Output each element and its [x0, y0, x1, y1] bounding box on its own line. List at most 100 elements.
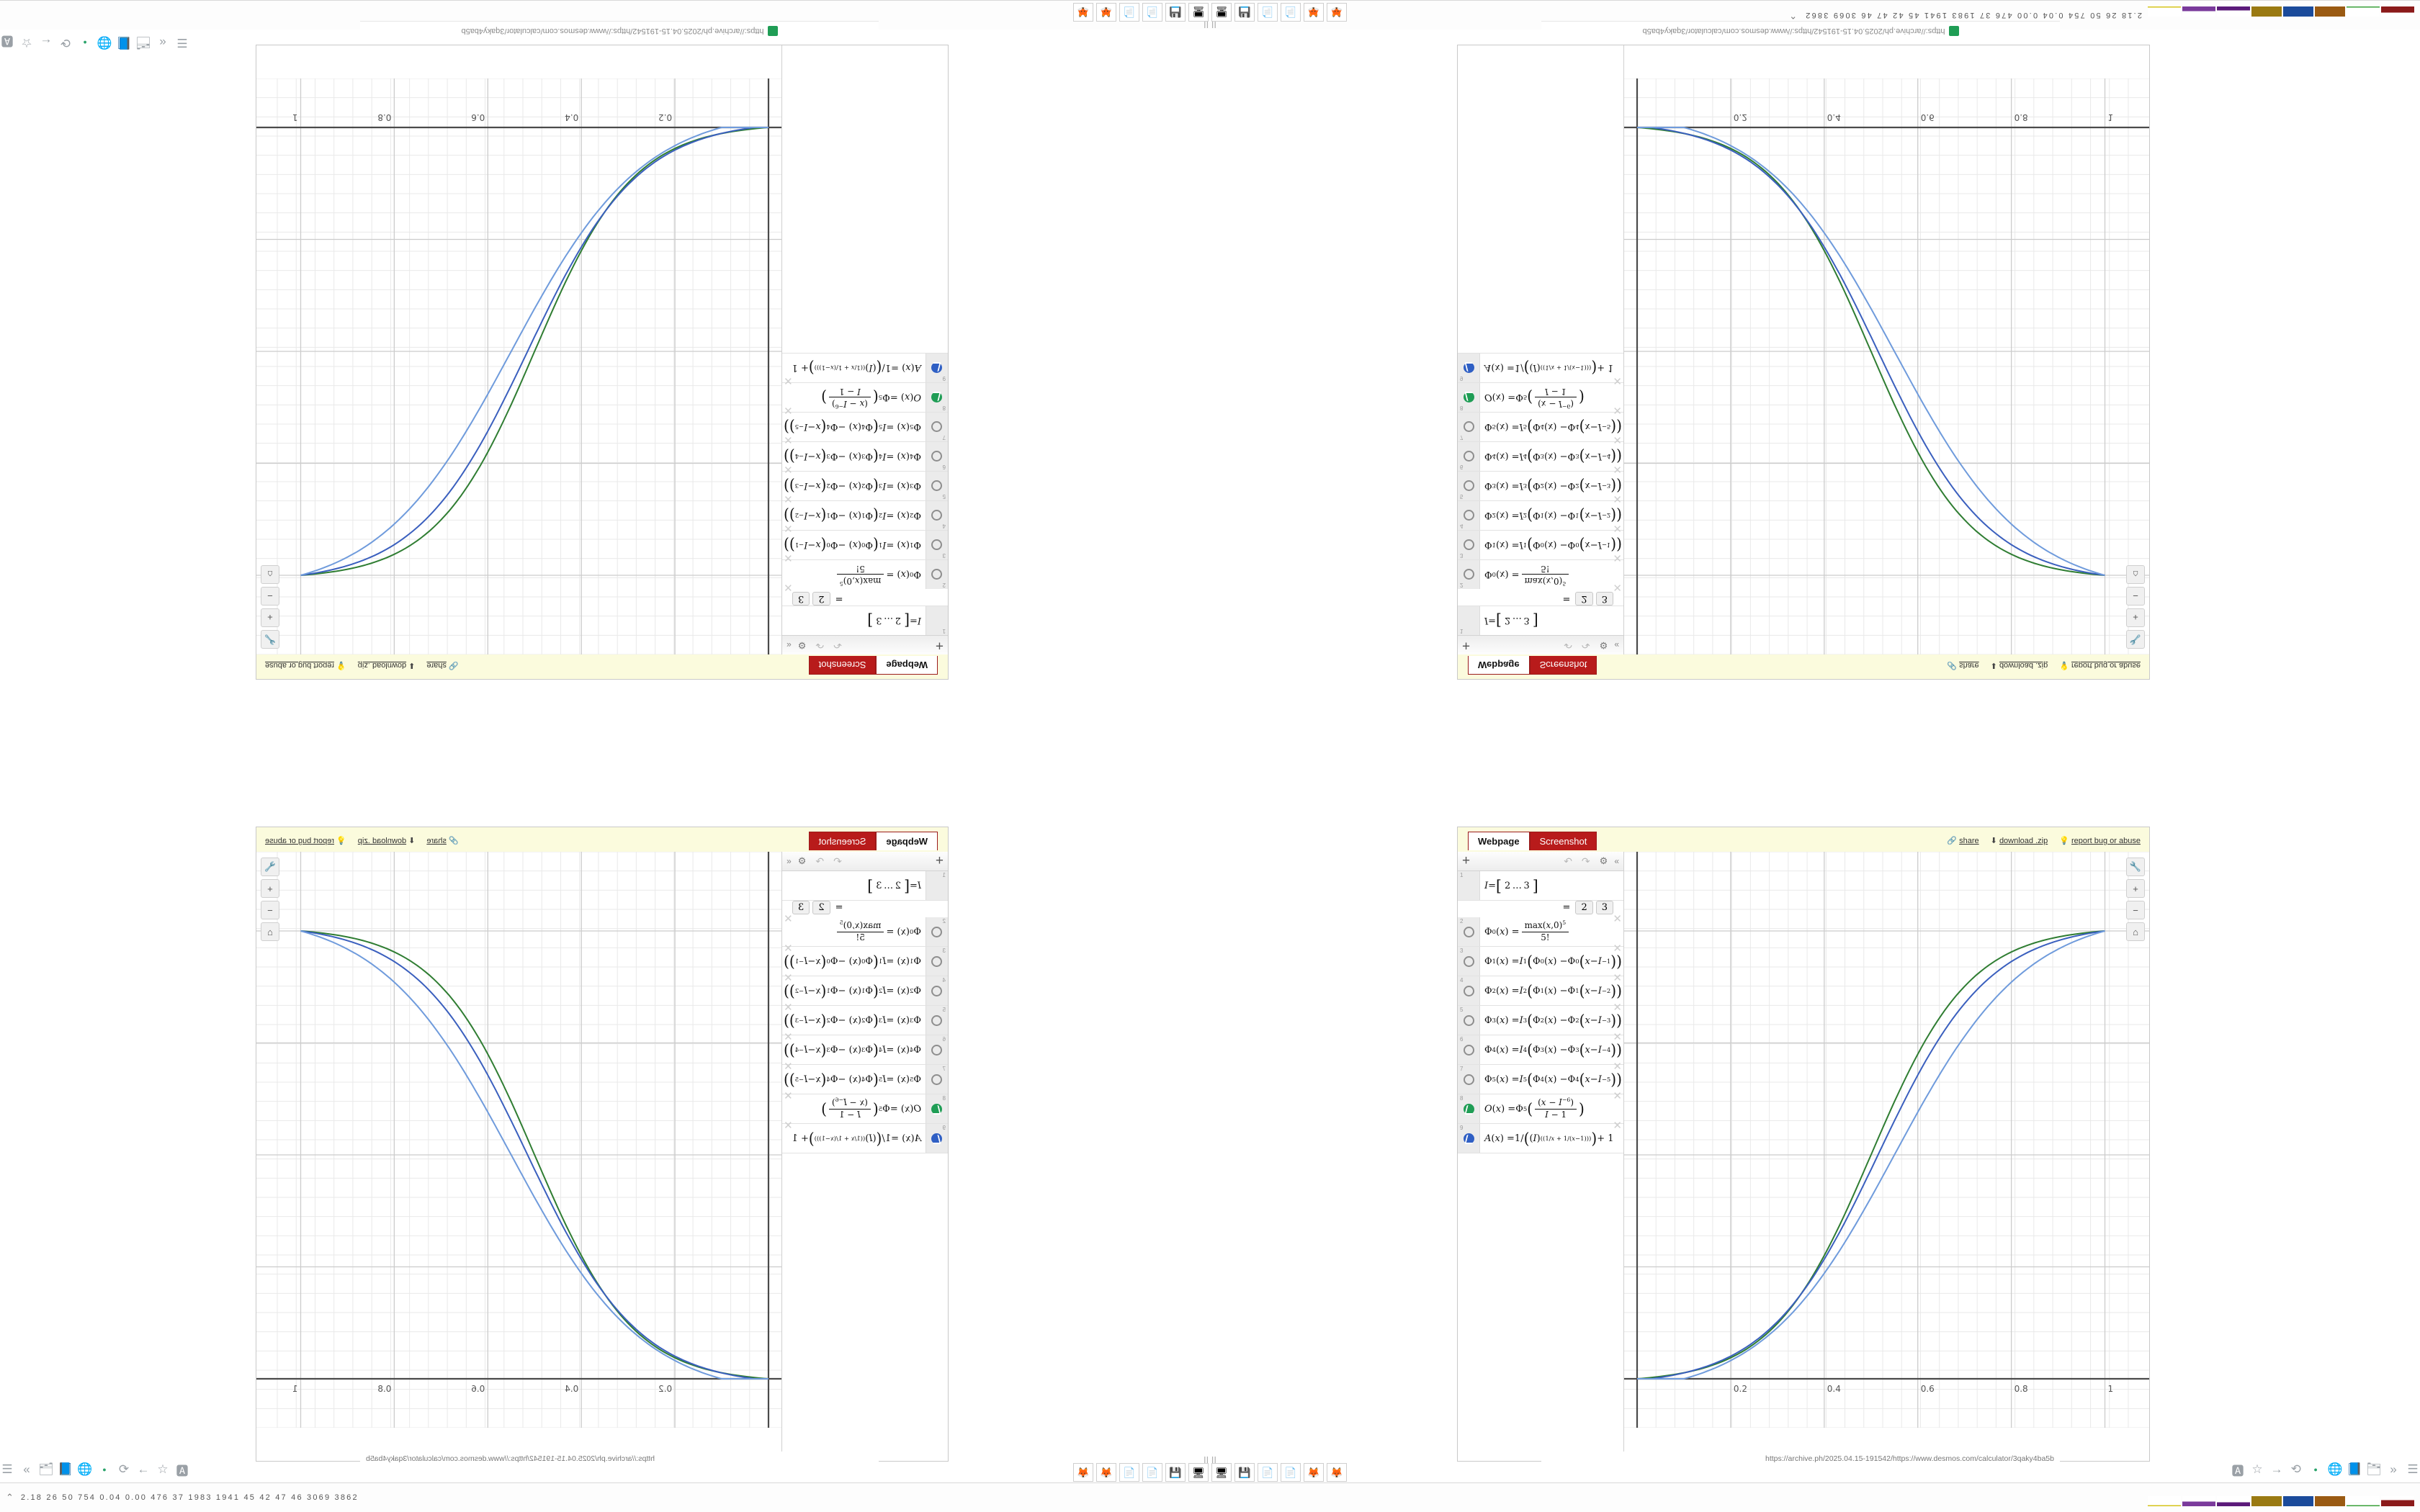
chevrons-left-icon[interactable]: « — [159, 36, 166, 50]
expression-math[interactable]: Φ 5(x) = I 5(Φ 4(x) − Φ 4(x − I −5)) — [784, 418, 921, 436]
archive-tabs[interactable]: Webpage Screenshot — [1458, 827, 2149, 850]
delete-expression-icon[interactable]: ✕ — [1613, 404, 1622, 416]
download-icon[interactable]: ⬇ download .zip — [357, 837, 416, 845]
plot-toggle[interactable] — [931, 955, 943, 967]
download-zip-link[interactable]: download .zip — [1999, 661, 2048, 670]
expression-math[interactable]: Φ 0(x) = max(x,0)5 5! — [782, 917, 926, 946]
expression-row[interactable]: 1 I = [ 2 … 3 ] — [1458, 871, 1623, 901]
delete-expression-icon[interactable]: ✕ — [784, 972, 793, 984]
back-arrow-icon[interactable]: ← — [137, 1462, 150, 1476]
wrench-icon[interactable]: 🔧 — [2126, 630, 2145, 649]
bookmark-icon[interactable]: 🗂 — [135, 36, 151, 50]
expression-row[interactable]: 8 O(x) = Φ 5((x − I−6) I − 1) ✕ — [782, 382, 948, 416]
home-icon[interactable]: ⌂ — [2126, 565, 2145, 584]
plot-toggle[interactable] — [1463, 1044, 1474, 1056]
expression-row[interactable]: 3 Φ 1(x) = I 1(Φ 0(x) − Φ 0(x − I −1)) ✕ — [782, 530, 948, 564]
expression-row[interactable]: 7 Φ 5(x) = I 5(Φ 4(x) − Φ 4(x − I −5)) ✕ — [1458, 1061, 1623, 1094]
archive-tab-screenshot[interactable]: Screenshot — [1529, 832, 1597, 850]
share-link[interactable]: share — [426, 661, 447, 670]
plot-toggle[interactable] — [931, 539, 943, 551]
archive-banner-links[interactable]: 🔗 share ⬇ download .zip 💡 report bug or ab… — [265, 661, 459, 670]
collapse-icon[interactable]: « — [1614, 640, 1619, 650]
expression-row[interactable]: 2 Φ 0(x) = max(x,0)5 5! ✕ — [1458, 559, 1623, 593]
reload-icon[interactable]: ⟳ — [60, 36, 71, 50]
delete-expression-icon[interactable]: ✕ — [784, 942, 793, 955]
delete-expression-icon[interactable]: ✕ — [1613, 1120, 1622, 1132]
expression-math[interactable]: Φ 2(x) = I 2(Φ 1(x) − Φ 1(x − I −2)) — [784, 981, 921, 1000]
undo-redo-group[interactable]: ↶ ↷ — [815, 855, 841, 868]
taskbar-window-list[interactable]: 🦊 🦊 📄 📄 💾 🖥 🖥 💾 📄 📄 🦊 🦊 — [1073, 1463, 1347, 1482]
expression-row[interactable]: 1 I = [ 2 … 3 ] — [1458, 606, 1623, 635]
url-bar-top-right[interactable]: https://archive.ph/2025.04.15-191542/htt… — [1541, 20, 2060, 40]
plot-toggle[interactable] — [1463, 569, 1474, 580]
slider-row[interactable]: = 2 3 — [1458, 589, 1623, 606]
expression-math[interactable]: Φ 1(x) = I 1(Φ 0(x) − Φ 0(x − I −1)) — [1484, 536, 1622, 554]
download-zip-link[interactable]: download .zip — [357, 661, 407, 670]
delete-expression-icon[interactable]: ✕ — [1613, 581, 1622, 593]
undo-redo-group[interactable]: ↶ ↷ — [1564, 639, 1590, 652]
expression-math[interactable]: Φ 0(x) = max(x,0)5 5! — [1480, 560, 1623, 589]
taskbar-item-terminal-window[interactable]: 🖥 — [1211, 1463, 1232, 1482]
plot-toggle[interactable] — [1463, 926, 1474, 937]
slider-row[interactable]: = 2 3 — [782, 589, 948, 606]
delete-expression-icon[interactable]: ✕ — [1613, 972, 1622, 984]
archive-tab-webpage[interactable]: Webpage — [876, 656, 938, 675]
download-icon[interactable]: ⬇ download .zip — [357, 661, 416, 670]
wrench-icon[interactable]: 🔧 — [261, 630, 279, 649]
archive-tab-webpage[interactable]: Webpage — [1468, 832, 1530, 850]
expression-row[interactable]: 3 Φ 1(x) = I 1(Φ 0(x) − Φ 0(x − I −1)) ✕ — [1458, 942, 1623, 976]
expression-math[interactable]: A(x) = 1/( (I) ((1/x + 1/(x−1))) ) + 1 — [792, 1129, 921, 1148]
report-bug-link[interactable]: report bug or abuse — [2071, 837, 2141, 845]
expression-row[interactable]: 9 A(x) = 1/( (I) ((1/x + 1/(x−1))) ) + 1 ✕ — [782, 1120, 948, 1153]
gear-icon[interactable]: ⚙ — [1599, 640, 1608, 651]
menu-icon[interactable]: ☰ — [1, 1462, 13, 1476]
taskbar-item-text-editor-window[interactable]: 📄 — [1258, 1463, 1278, 1482]
plot-toggle[interactable] — [931, 926, 943, 937]
plot-toggle[interactable] — [931, 985, 943, 996]
expression-math[interactable]: Φ 2(x) = I 2(Φ 1(x) − Φ 1(x − I −2)) — [1484, 981, 1622, 1000]
undo-redo-group[interactable]: ↶ ↷ — [1564, 855, 1590, 868]
archive-tab-screenshot[interactable]: Screenshot — [1529, 656, 1597, 675]
expression-math[interactable]: Φ 3(x) = I 3(Φ 2(x) − Φ 2(x − I −3)) — [784, 1011, 921, 1030]
delete-expression-icon[interactable]: ✕ — [784, 492, 793, 505]
archive-tab-screenshot[interactable]: Screenshot — [808, 656, 877, 675]
expression-row[interactable]: 8 O(x) = Φ 5((x − I−6) I − 1) ✕ — [1458, 382, 1623, 416]
archive-banner-links[interactable]: 🔗 share ⬇ download .zip 💡 report bug or ab… — [265, 836, 459, 845]
translate-icon[interactable]: 🅰 — [1, 34, 14, 48]
reader-icon[interactable]: 📘 — [58, 1462, 73, 1476]
plot-toggle[interactable] — [931, 1103, 943, 1115]
chevron-up-icon[interactable]: ⌃ — [6, 1492, 14, 1503]
plot-toggle[interactable] — [1463, 362, 1474, 374]
delete-expression-icon[interactable]: ✕ — [784, 581, 793, 593]
delete-expression-icon[interactable]: ✕ — [784, 522, 793, 534]
expression-row[interactable]: 5 Φ 3(x) = I 3(Φ 2(x) − Φ 2(x − I −3)) ✕ — [782, 471, 948, 505]
slider-row[interactable]: = 2 3 — [1458, 901, 1623, 917]
plot-toggle[interactable] — [1463, 392, 1474, 403]
taskbar-item-terminal-window[interactable]: 🖥 — [1188, 1463, 1209, 1482]
menu-icon[interactable]: ☰ — [176, 36, 188, 50]
delete-expression-icon[interactable]: ✕ — [1613, 492, 1622, 505]
expression-math[interactable]: Φ 2(x) = I 2(Φ 1(x) − Φ 1(x − I −2)) — [1484, 506, 1622, 525]
expression-math[interactable]: O(x) = Φ 5((x − I−6) I − 1) — [821, 387, 921, 410]
expression-math[interactable]: Φ 3(x) = I 3(Φ 2(x) − Φ 2(x − I −3)) — [1484, 477, 1622, 495]
expression-math[interactable]: I = [ 2 … 3 ] — [1484, 611, 1538, 630]
expression-row[interactable]: 7 Φ 5(x) = I 5(Φ 4(x) − Φ 4(x − I −5)) ✕ — [782, 1061, 948, 1094]
delete-expression-icon[interactable]: ✕ — [784, 433, 793, 446]
home-icon[interactable]: ⌂ — [261, 565, 279, 584]
zoom-out-icon[interactable]: − — [261, 587, 279, 606]
expression-row[interactable]: 5 Φ 3(x) = I 3(Φ 2(x) − Φ 2(x − I −3)) ✕ — [1458, 1002, 1623, 1035]
slider-value[interactable]: 3 — [792, 592, 810, 606]
graph-tools[interactable]: 🔧 + − ⌂ — [261, 565, 279, 649]
expression-math[interactable]: I = [ 2 … 3 ] — [867, 611, 921, 630]
star-icon[interactable]: ☆ — [21, 36, 32, 50]
zoom-out-icon[interactable]: − — [261, 901, 279, 919]
plot-toggle[interactable] — [1463, 1074, 1474, 1085]
slider-value[interactable]: 3 — [1595, 901, 1613, 914]
undo-icon[interactable]: ↶ — [833, 639, 842, 652]
expression-row[interactable]: 6 Φ 4(x) = I 4(Φ 3(x) − Φ 3(x − I −4)) ✕ — [1458, 441, 1623, 475]
add-expression-button[interactable]: + — [1462, 638, 1471, 653]
expression-row[interactable]: 4 Φ 2(x) = I 2(Φ 1(x) − Φ 1(x − I −2)) ✕ — [782, 972, 948, 1006]
taskbar-item-firefox-window[interactable]: 🦊 — [1304, 1463, 1324, 1482]
archive-tab-screenshot[interactable]: Screenshot — [808, 832, 877, 850]
zoom-out-icon[interactable]: − — [2126, 587, 2145, 606]
